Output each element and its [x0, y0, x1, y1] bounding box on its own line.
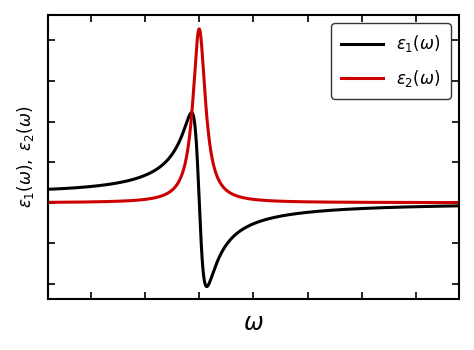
- $\varepsilon_2(\omega)$: [456, 201, 462, 205]
- Line: $\varepsilon_2(\omega)$: $\varepsilon_2(\omega)$: [48, 29, 459, 203]
- $\varepsilon_1(\omega)$: [288, 212, 294, 216]
- $\varepsilon_1(\omega)$: [189, 111, 194, 115]
- $\varepsilon_2(\omega)$: [45, 200, 51, 204]
- $\varepsilon_1(\omega)$: [204, 285, 210, 289]
- $\varepsilon_1(\omega)$: [194, 147, 200, 151]
- $\varepsilon_2(\omega)$: [372, 200, 377, 204]
- $\varepsilon_1(\omega)$: [372, 206, 377, 210]
- X-axis label: $\omega$: $\omega$: [243, 311, 264, 335]
- Y-axis label: $\varepsilon_1(\omega),\ \varepsilon_2(\omega)$: $\varepsilon_1(\omega),\ \varepsilon_2(\…: [15, 106, 36, 208]
- $\varepsilon_1(\omega)$: [456, 204, 462, 208]
- $\varepsilon_2(\omega)$: [196, 27, 202, 31]
- $\varepsilon_2(\omega)$: [306, 200, 312, 204]
- $\varepsilon_2(\omega)$: [65, 200, 71, 204]
- $\varepsilon_1(\omega)$: [350, 207, 356, 211]
- $\varepsilon_2(\omega)$: [350, 200, 356, 204]
- Legend: $\varepsilon_1(\omega)$, $\varepsilon_2(\omega)$: $\varepsilon_1(\omega)$, $\varepsilon_2(…: [331, 23, 451, 99]
- $\varepsilon_1(\omega)$: [45, 187, 51, 191]
- $\varepsilon_1(\omega)$: [306, 210, 312, 214]
- $\varepsilon_2(\omega)$: [288, 199, 294, 204]
- $\varepsilon_2(\omega)$: [194, 44, 200, 48]
- $\varepsilon_1(\omega)$: [65, 186, 71, 190]
- Line: $\varepsilon_1(\omega)$: $\varepsilon_1(\omega)$: [48, 113, 459, 287]
